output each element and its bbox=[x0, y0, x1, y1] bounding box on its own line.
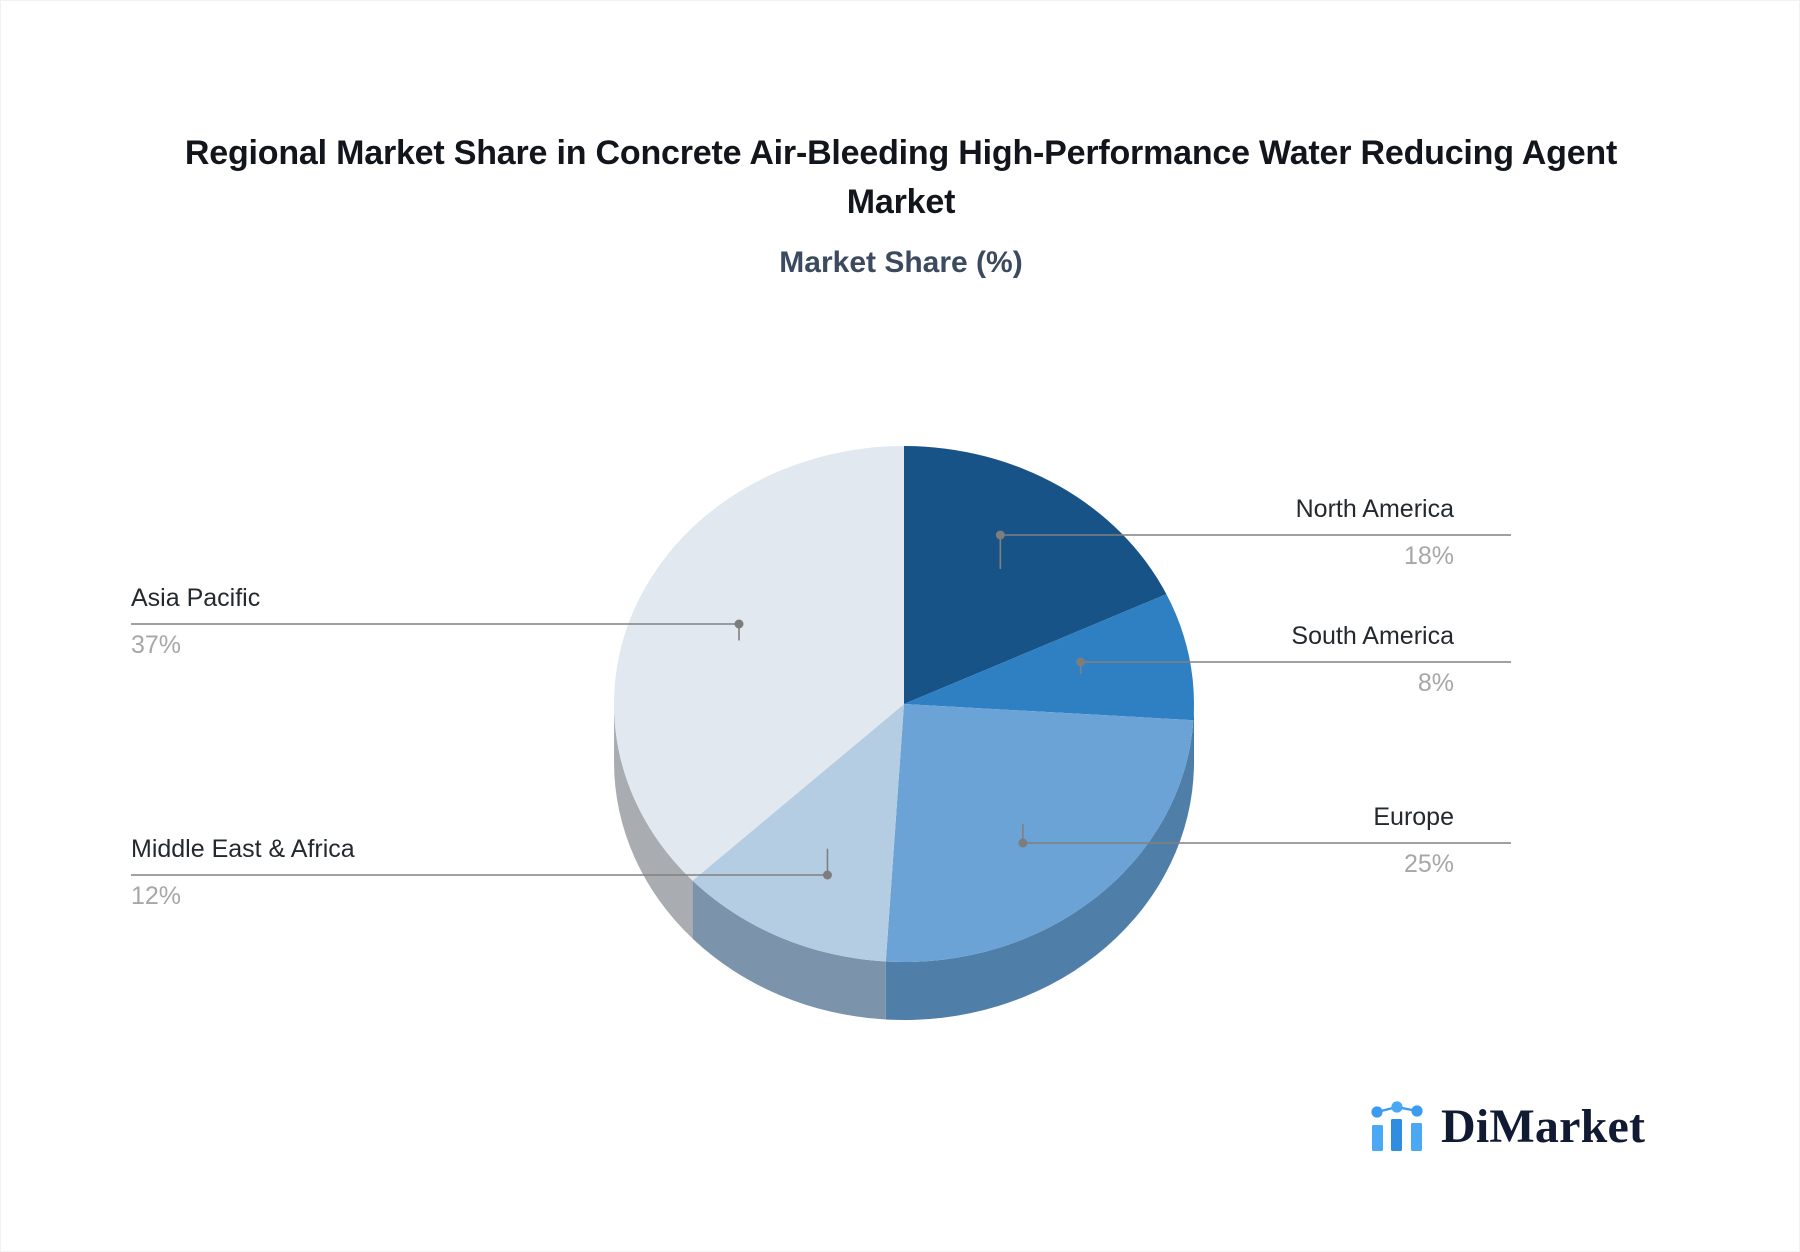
pie-slice-north-america bbox=[904, 446, 1167, 704]
callout-value-south-america: 8% bbox=[1417, 669, 1454, 697]
callout-label-asia-pacific: Asia Pacific bbox=[131, 584, 261, 612]
pie-side-walls bbox=[614, 704, 1194, 1020]
callout-label-north-america: North America bbox=[1295, 495, 1454, 523]
leader-dot-north-america bbox=[995, 530, 1005, 540]
chart-subtitle: Market Share (%) bbox=[779, 245, 1023, 279]
pie-side-asia-pacific bbox=[614, 704, 693, 939]
leader-dot-middle-east-africa bbox=[822, 870, 832, 880]
pie-slice-south-america bbox=[904, 594, 1195, 721]
brand-logo: DiMarket bbox=[1369, 1101, 1645, 1153]
callout-label-south-america: South America bbox=[1291, 622, 1454, 650]
pie-slice-europe bbox=[885, 704, 1194, 963]
callout-label-middle-east-africa: Middle East & Africa bbox=[131, 835, 355, 863]
callout-value-north-america: 18% bbox=[1403, 542, 1454, 570]
pie-side-europe bbox=[885, 720, 1194, 1020]
pie-top-faces bbox=[614, 446, 1195, 963]
leader-dot-south-america bbox=[1076, 657, 1086, 667]
pie-side-south-america bbox=[1193, 704, 1194, 779]
pie-leader-lines bbox=[131, 530, 1511, 880]
leader-dot-asia-pacific bbox=[734, 619, 744, 629]
callout-value-asia-pacific: 37% bbox=[131, 631, 182, 659]
leader-dot-europe bbox=[1018, 838, 1028, 848]
page-title: Regional Market Share in Concrete Air-Bl… bbox=[184, 134, 1618, 222]
title-block: Regional Market Share in Concrete Air-Bl… bbox=[1, 129, 1799, 280]
pie-slice-middle-east-africa bbox=[692, 704, 904, 962]
callout-value-europe: 25% bbox=[1403, 850, 1454, 878]
callout-label-europe: Europe bbox=[1373, 803, 1454, 831]
pie-side-middle-east-africa bbox=[692, 880, 886, 1020]
pie-slice-asia-pacific bbox=[614, 446, 904, 881]
callout-value-middle-east-africa: 12% bbox=[131, 882, 182, 910]
brand-name: DiMarket bbox=[1441, 1100, 1646, 1153]
bar-chart-icon bbox=[1371, 1101, 1423, 1151]
